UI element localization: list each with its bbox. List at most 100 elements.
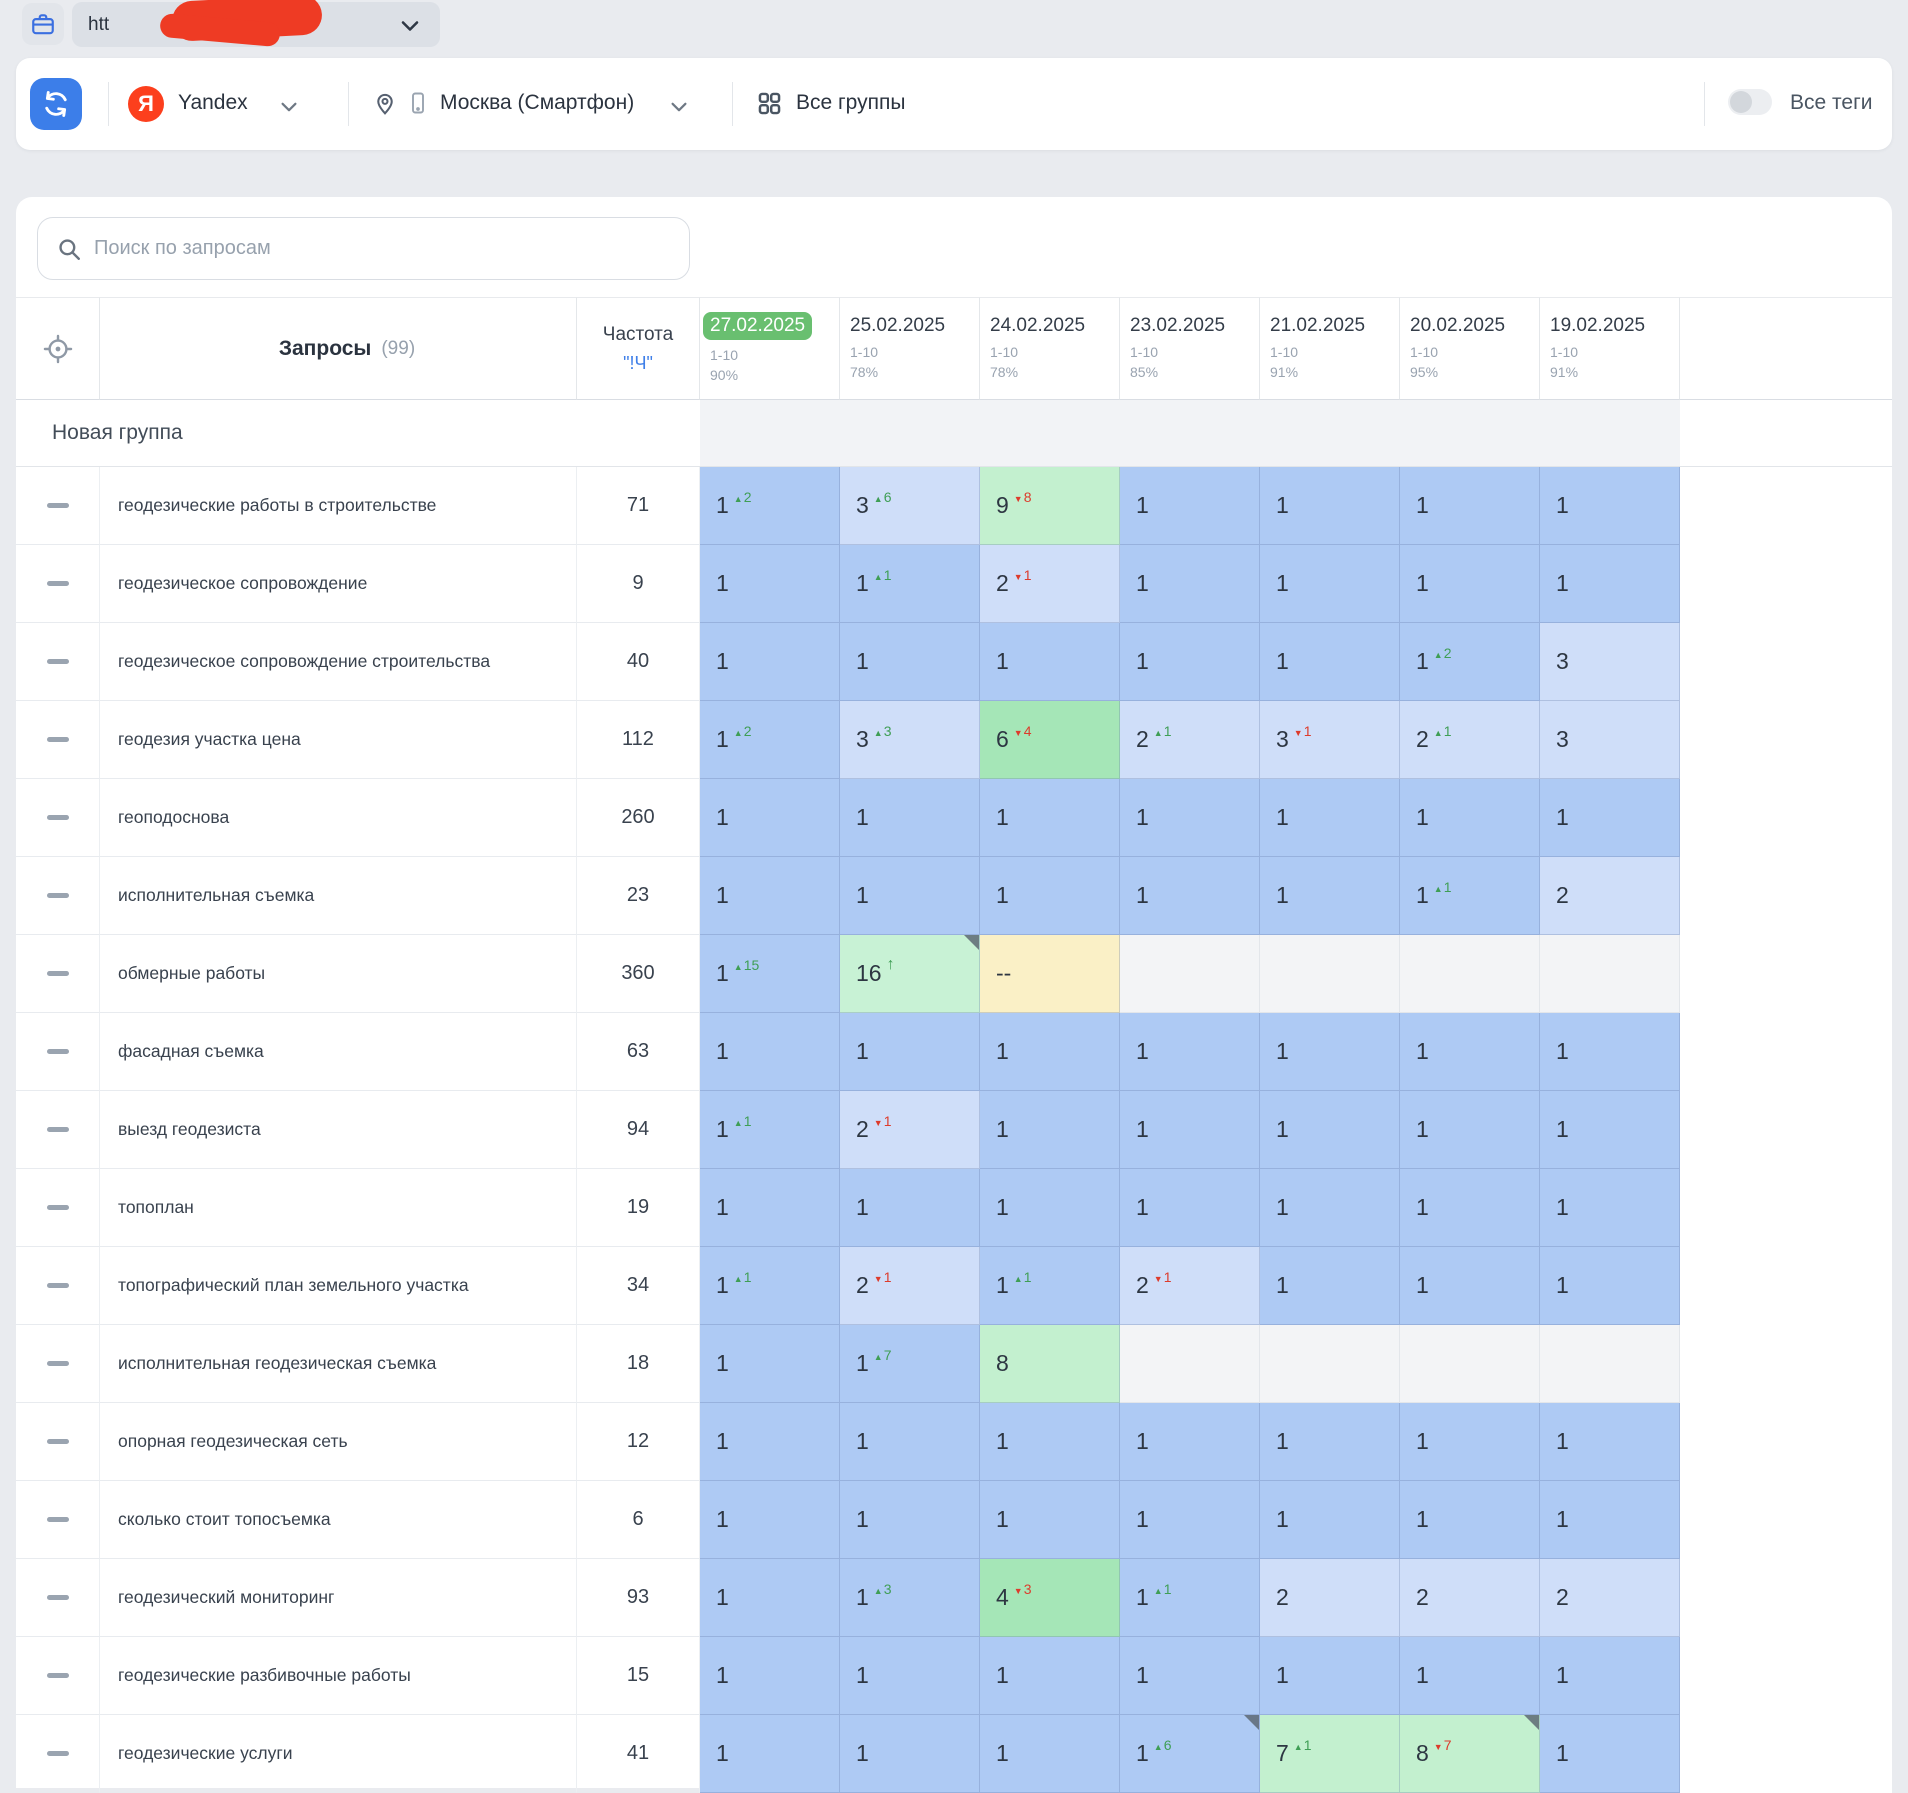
position-cell[interactable]: 1 [1120,779,1260,857]
row-checkbox[interactable] [16,779,100,857]
date-column-header[interactable]: 24.02.2025 1-10 78% [980,297,1120,400]
position-cell[interactable] [1400,935,1540,1013]
row-checkbox[interactable] [16,1559,100,1637]
position-cell[interactable]: 1 [1120,857,1260,935]
date-column-header[interactable]: 23.02.2025 1-10 85% [1120,297,1260,400]
position-cell[interactable]: 1 [840,1403,980,1481]
position-cell[interactable]: 1 [980,1091,1120,1169]
row-checkbox[interactable] [16,701,100,779]
position-cell[interactable]: 1 [840,1013,980,1091]
position-cell[interactable]: 1 [1120,1013,1260,1091]
position-cell[interactable]: 1 [700,1481,840,1559]
position-cell[interactable]: 1 [1120,1403,1260,1481]
position-cell[interactable]: 1 [1120,1091,1260,1169]
keyword-label[interactable]: топоплан [100,1169,577,1247]
position-cell[interactable]: 1 [980,1013,1120,1091]
position-cell[interactable]: 1 ▲ 2 [700,701,840,779]
position-cell[interactable]: 1 [1540,1403,1680,1481]
position-cell[interactable]: 1 [980,1403,1120,1481]
position-cell[interactable]: 1 ▲ 1 [1400,857,1540,935]
position-cell[interactable]: 1 [1260,779,1400,857]
position-cell[interactable]: 1 [1120,1169,1260,1247]
date-column-header[interactable]: 25.02.2025 1-10 78% [840,297,980,400]
keyword-label[interactable]: исполнительная съемка [100,857,577,935]
position-cell[interactable]: 2 [1540,857,1680,935]
row-checkbox[interactable] [16,1715,100,1793]
keyword-label[interactable]: сколько стоит топосъемка [100,1481,577,1559]
date-column-header[interactable]: 27.02.2025 1-10 90% [700,297,840,400]
position-cell[interactable]: 1 ▲ 2 [1400,623,1540,701]
position-cell[interactable]: 1 [1400,467,1540,545]
position-cell[interactable]: 1 [700,623,840,701]
position-cell[interactable]: 2 [1400,1559,1540,1637]
position-cell[interactable]: 1 [700,1403,840,1481]
position-cell[interactable]: 2 ▼ 1 [1120,1247,1260,1325]
position-cell[interactable]: 2 ▼ 1 [980,545,1120,623]
position-cell[interactable]: 1 [1260,1091,1400,1169]
select-all-header[interactable] [16,297,100,400]
position-cell[interactable]: 1 [840,1169,980,1247]
group-row[interactable]: Новая группа [16,400,1892,467]
position-cell[interactable]: 16 ↑ [840,935,980,1013]
position-cell[interactable]: 3 ▲ 6 [840,467,980,545]
position-cell[interactable]: 1 [1400,1403,1540,1481]
all-tags-toggle[interactable] [1728,89,1772,115]
position-cell[interactable]: 1 [980,779,1120,857]
position-cell[interactable]: -- [980,935,1120,1013]
keyword-label[interactable]: геодезические услуги [100,1715,577,1793]
search-input[interactable] [94,237,654,260]
position-cell[interactable]: 1 ▲ 1 [700,1091,840,1169]
position-cell[interactable]: 1 [1540,1637,1680,1715]
position-cell[interactable]: 1 [1260,467,1400,545]
row-checkbox[interactable] [16,1013,100,1091]
position-cell[interactable]: 1 [1260,857,1400,935]
position-cell[interactable]: 1 [1400,1169,1540,1247]
position-cell[interactable]: 9 ▼ 8 [980,467,1120,545]
position-cell[interactable]: 1 [1260,623,1400,701]
position-cell[interactable]: 1 [1260,1013,1400,1091]
keyword-label[interactable]: геоподоснова [100,779,577,857]
position-cell[interactable]: 1 [1540,1481,1680,1559]
position-cell[interactable]: 2 ▼ 1 [840,1091,980,1169]
position-cell[interactable]: 1 [980,623,1120,701]
row-checkbox[interactable] [16,1481,100,1559]
position-cell[interactable] [1120,935,1260,1013]
position-cell[interactable] [1400,1325,1540,1403]
position-cell[interactable]: 1 [1260,1169,1400,1247]
position-cell[interactable]: 3 ▼ 1 [1260,701,1400,779]
position-cell[interactable]: 1 [1540,1247,1680,1325]
position-cell[interactable]: 1 [1540,545,1680,623]
frequency-column-header[interactable]: Частота "!Ч" [577,297,700,400]
position-cell[interactable]: 1 [1400,545,1540,623]
keyword-label[interactable]: опорная геодезическая сеть [100,1403,577,1481]
row-checkbox[interactable] [16,1637,100,1715]
project-button[interactable] [22,3,64,45]
position-cell[interactable]: 8 [980,1325,1120,1403]
position-cell[interactable]: 1 [1260,545,1400,623]
position-cell[interactable]: 1 ▲ 1 [980,1247,1120,1325]
keyword-label[interactable]: фасадная съемка [100,1013,577,1091]
position-cell[interactable]: 3 ▲ 3 [840,701,980,779]
position-cell[interactable]: 1 [700,1013,840,1091]
position-cell[interactable] [1260,935,1400,1013]
position-cell[interactable]: 1 [1260,1247,1400,1325]
position-cell[interactable]: 1 [700,1559,840,1637]
row-checkbox[interactable] [16,1091,100,1169]
position-cell[interactable]: 1 [980,1637,1120,1715]
position-cell[interactable]: 1 [980,1715,1120,1793]
search-engine-dropdown[interactable] [278,96,300,118]
position-cell[interactable]: 2 [1260,1559,1400,1637]
row-checkbox[interactable] [16,545,100,623]
keyword-label[interactable]: обмерные работы [100,935,577,1013]
position-cell[interactable]: 1 [1120,1481,1260,1559]
position-cell[interactable]: 1 [980,1169,1120,1247]
position-cell[interactable]: 1 [840,779,980,857]
keyword-label[interactable]: геодезическое сопровождение строительств… [100,623,577,701]
row-checkbox[interactable] [16,935,100,1013]
refresh-button[interactable] [30,78,82,130]
position-cell[interactable]: 7 ▲ 1 [1260,1715,1400,1793]
queries-column-header[interactable]: Запросы (99) [100,297,577,400]
row-checkbox[interactable] [16,623,100,701]
position-cell[interactable]: 4 ▼ 3 [980,1559,1120,1637]
position-cell[interactable]: 1 [700,1325,840,1403]
